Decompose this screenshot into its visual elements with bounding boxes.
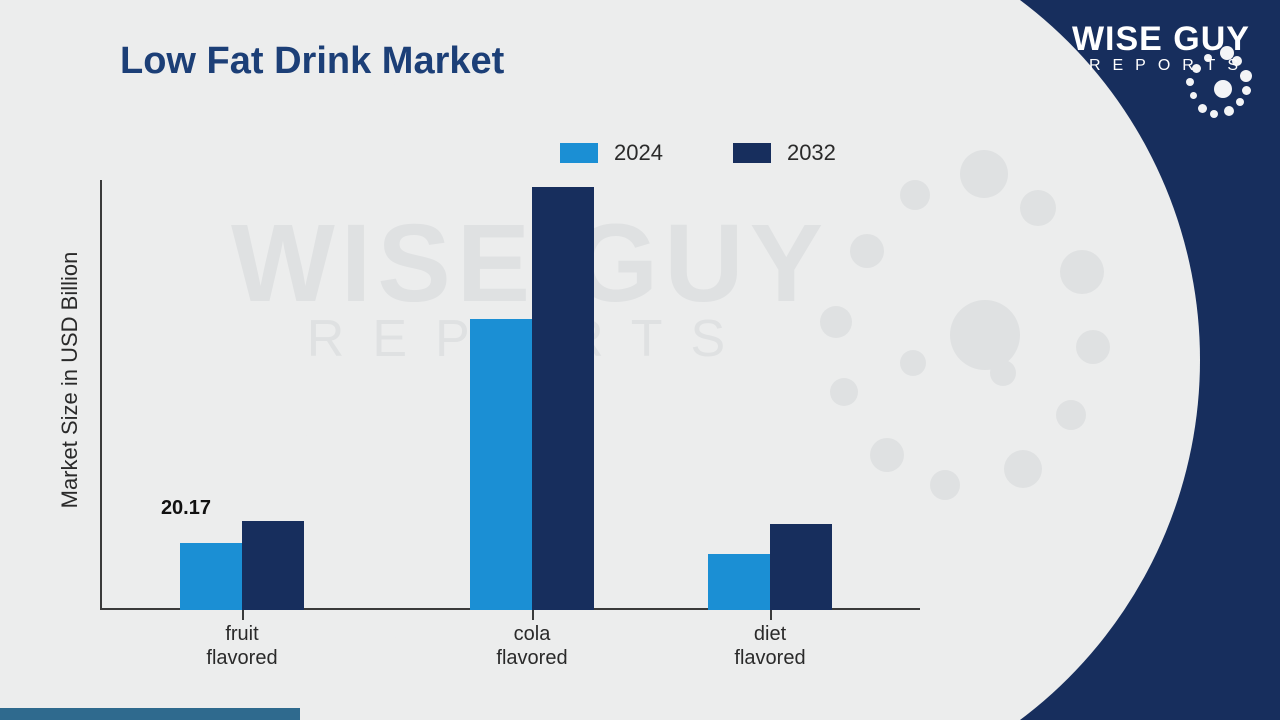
brand-head-icon	[1170, 40, 1250, 120]
bar-group: colaflavored	[470, 187, 594, 610]
legend-swatch	[733, 143, 771, 163]
legend-swatch	[560, 143, 598, 163]
bar	[532, 187, 594, 610]
x-tick	[770, 610, 772, 620]
bar	[708, 554, 770, 610]
bar	[470, 319, 532, 610]
bar-value-label: 20.17	[161, 497, 211, 520]
bar	[180, 543, 242, 610]
bar-group: dietflavored	[708, 524, 832, 610]
legend-item: 2032	[733, 140, 836, 166]
legend-item: 2024	[560, 140, 663, 166]
category-label: dietflavored	[690, 622, 850, 670]
brand-logo: WISE GUY REPORTS	[1072, 22, 1250, 74]
category-label: colaflavored	[452, 622, 612, 670]
bar-group: fruitflavored	[180, 521, 304, 610]
bar	[242, 521, 304, 610]
y-axis-line	[100, 180, 102, 610]
legend-label: 2024	[614, 140, 663, 166]
y-axis-label: Market Size in USD Billion	[57, 252, 83, 509]
bar	[770, 524, 832, 610]
chart-legend: 2024 2032	[560, 140, 836, 166]
x-tick	[532, 610, 534, 620]
bottom-accent-bar	[0, 708, 300, 720]
chart-title: Low Fat Drink Market	[120, 40, 504, 83]
x-tick	[242, 610, 244, 620]
legend-label: 2032	[787, 140, 836, 166]
chart-stage: WISE GUY REPORTS Low Fat Drink Market WI…	[0, 0, 1280, 720]
category-label: fruitflavored	[162, 622, 322, 670]
plot-area: fruitflavored colaflavored dietflavored 20.…	[100, 180, 920, 610]
